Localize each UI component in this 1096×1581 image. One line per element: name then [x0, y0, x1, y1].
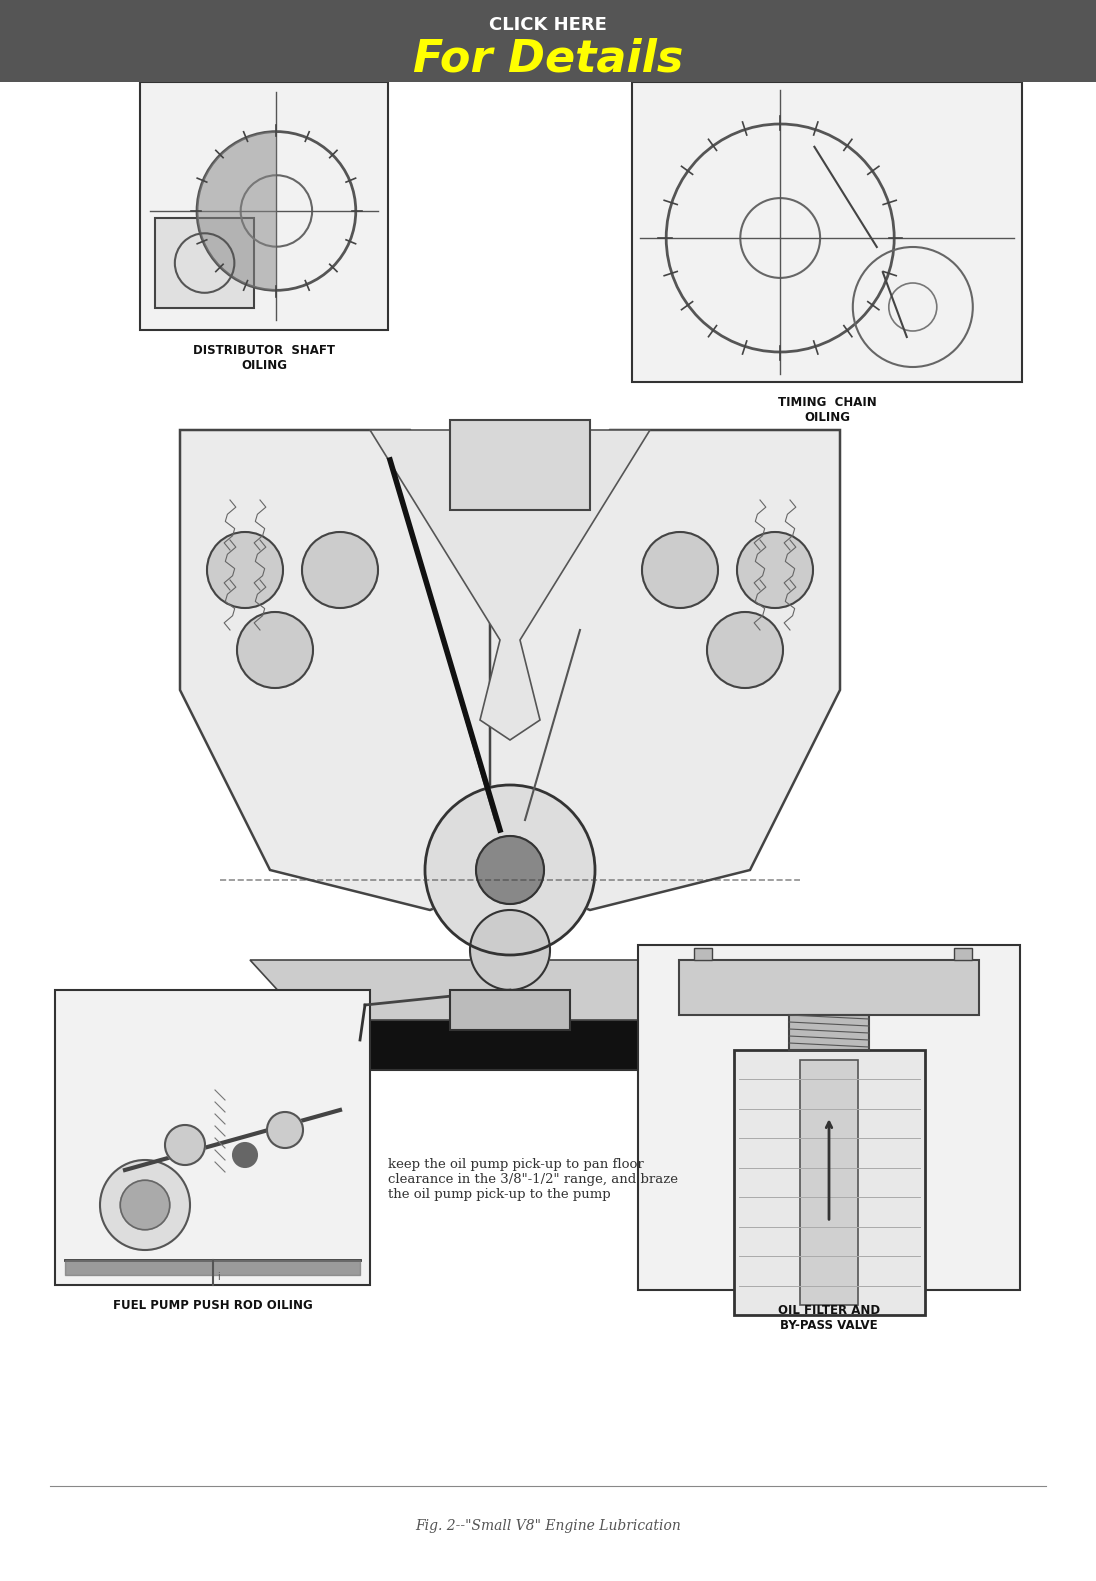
Circle shape [207, 531, 283, 609]
Polygon shape [180, 430, 530, 911]
Polygon shape [490, 430, 840, 911]
Bar [954, 949, 972, 960]
Bar [638, 945, 1020, 1290]
Text: FUEL PUMP PUSH ROD OILING: FUEL PUMP PUSH ROD OILING [113, 1300, 312, 1312]
Circle shape [642, 531, 718, 609]
Circle shape [233, 1143, 256, 1167]
Bar [680, 960, 979, 1015]
Bar [789, 1015, 869, 1050]
Circle shape [476, 836, 544, 904]
Circle shape [302, 531, 378, 609]
Bar [450, 990, 570, 1029]
Circle shape [470, 911, 550, 990]
Circle shape [121, 1181, 170, 1230]
Text: For Details: For Details [413, 38, 683, 81]
Polygon shape [197, 131, 276, 291]
Circle shape [425, 786, 595, 955]
Bar [694, 949, 712, 960]
Bar [450, 421, 590, 511]
Polygon shape [250, 960, 770, 1020]
Bar [733, 1050, 925, 1315]
Text: DISTRIBUTOR  SHAFT
OILING: DISTRIBUTOR SHAFT OILING [193, 345, 335, 372]
Polygon shape [370, 430, 650, 740]
Text: Fig. 2--"Small V8" Engine Lubrication: Fig. 2--"Small V8" Engine Lubrication [415, 1519, 681, 1534]
Text: keep the oil pump pick-up to pan floor
clearance in the 3/8"-1/2" range, and bra: keep the oil pump pick-up to pan floor c… [388, 1157, 678, 1202]
Bar [800, 1059, 858, 1304]
Bar [0, 0, 1096, 82]
Polygon shape [260, 1020, 760, 1070]
Circle shape [165, 1126, 205, 1165]
Circle shape [100, 1160, 190, 1251]
Circle shape [707, 612, 783, 688]
Text: OIL FILTER AND
BY-PASS VALVE: OIL FILTER AND BY-PASS VALVE [778, 1304, 880, 1333]
Circle shape [237, 612, 313, 688]
Bar [632, 82, 1021, 383]
Bar [140, 82, 388, 330]
Circle shape [737, 531, 813, 609]
Text: CLICK HERE: CLICK HERE [489, 16, 607, 33]
Bar [55, 990, 370, 1285]
Text: i: i [217, 1273, 220, 1282]
Text: TIMING  CHAIN
OILING: TIMING CHAIN OILING [778, 395, 877, 424]
Bar [155, 218, 254, 308]
Circle shape [267, 1111, 302, 1148]
